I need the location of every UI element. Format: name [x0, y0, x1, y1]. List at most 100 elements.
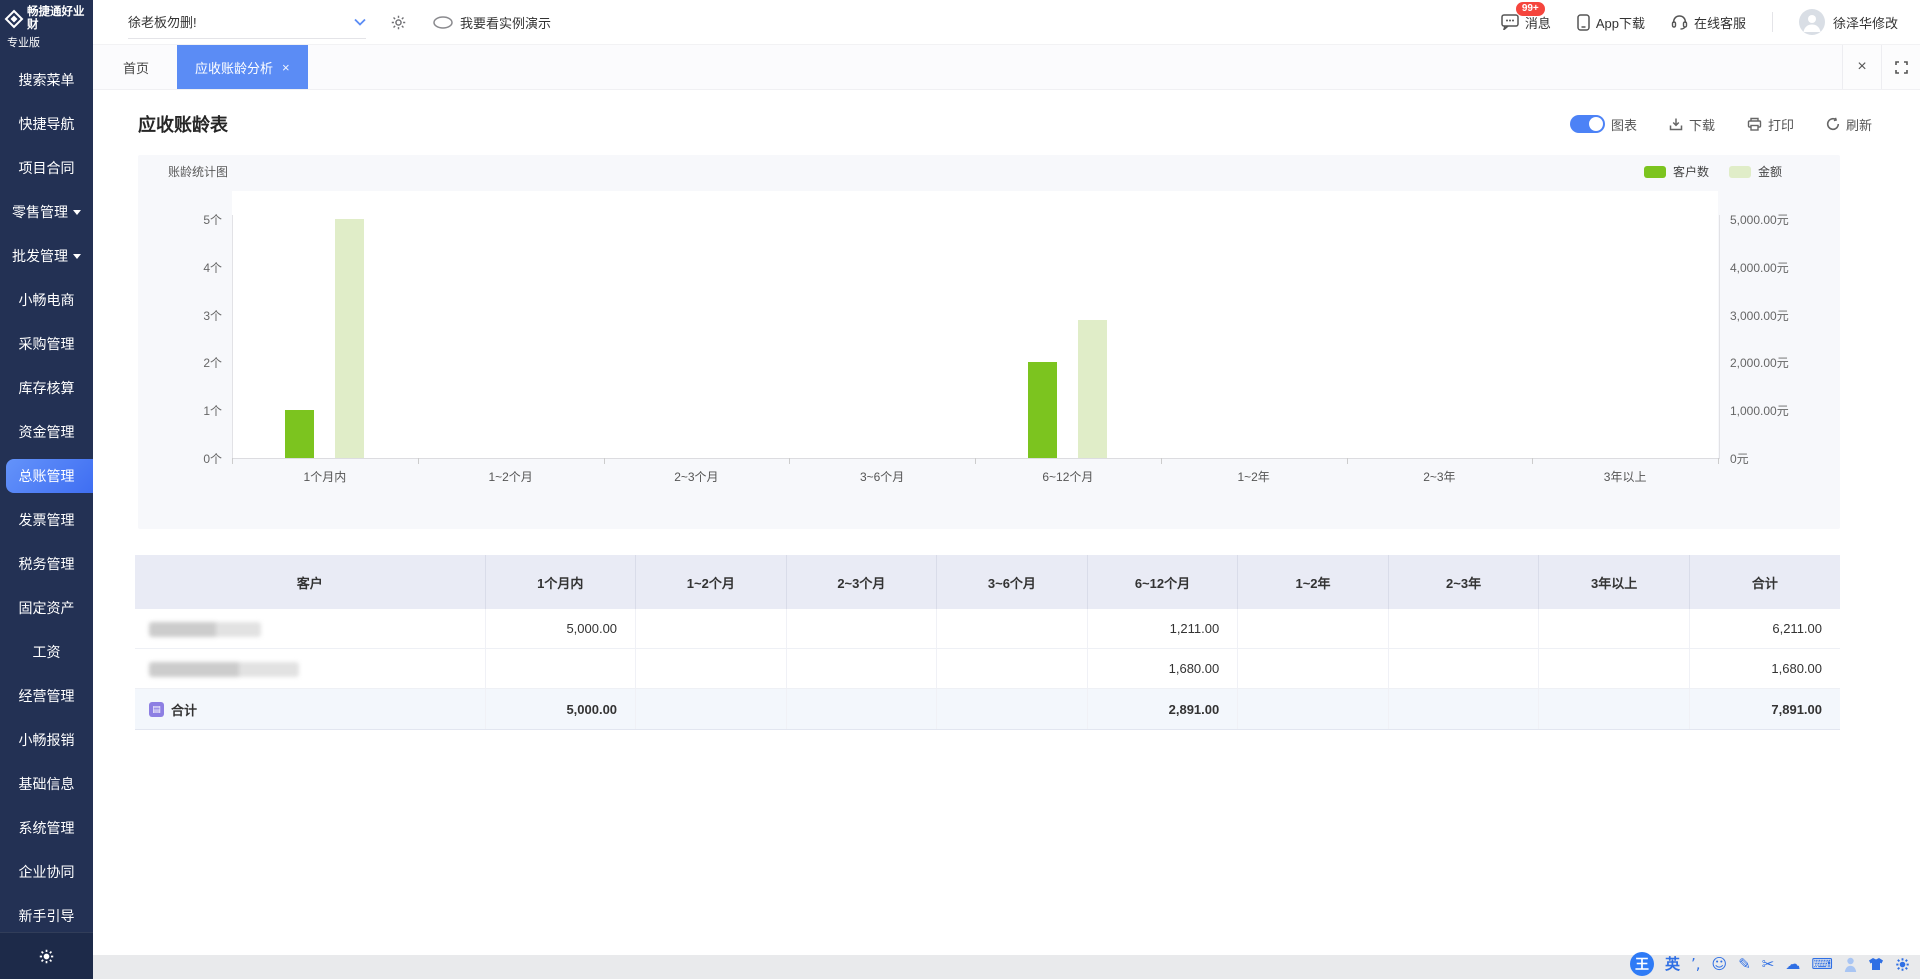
- y-axis-left-tick: 1个: [203, 404, 222, 419]
- ime-language-toggle[interactable]: 英: [1664, 955, 1680, 973]
- ime-toolbar: 王 英 ’, ☺ ✎ ✂ ☁ ⌨: [1629, 952, 1910, 976]
- sidebar-item-label: 快捷导航: [18, 116, 75, 133]
- sidebar-item-基础信息[interactable]: 基础信息: [0, 762, 93, 806]
- sidebar-item-资金管理[interactable]: 资金管理: [0, 410, 93, 454]
- print-button[interactable]: 打印: [1747, 115, 1794, 134]
- ime-settings-gear-icon[interactable]: [1895, 957, 1910, 972]
- ime-logo[interactable]: 王: [1629, 952, 1654, 976]
- sidebar-item-搜索菜单[interactable]: 搜索菜单: [0, 58, 93, 102]
- value-cell: [1538, 609, 1690, 649]
- column-header-3~6个月: 3~6个月: [936, 555, 1088, 609]
- chevron-down-icon: [73, 209, 81, 215]
- organization-selector[interactable]: 徐老板勿删!: [128, 12, 366, 39]
- chart-toggle[interactable]: 图表: [1569, 115, 1637, 134]
- messages-badge: 99+: [1514, 0, 1546, 17]
- y-axis-left-tick: 3个: [203, 308, 222, 323]
- x-axis-category-label: 2~3个月: [674, 470, 719, 484]
- y-axis-right-tick: 2,000.00元: [1730, 356, 1789, 371]
- keyboard-icon[interactable]: ⌨: [1811, 955, 1833, 973]
- settings-gear-icon[interactable]: [38, 948, 55, 965]
- download-button[interactable]: 下载: [1669, 115, 1715, 134]
- online-service-button[interactable]: 在线客服: [1671, 13, 1746, 32]
- chart-toggle-switch[interactable]: [1569, 115, 1605, 133]
- demo-link[interactable]: 我要看实例演示: [433, 13, 551, 32]
- refresh-button[interactable]: 刷新: [1826, 115, 1872, 134]
- sidebar-item-label: 批发管理: [12, 248, 68, 265]
- sidebar-item-经营管理[interactable]: 经营管理: [0, 674, 93, 718]
- legend-item-金额[interactable]: 金额: [1728, 163, 1782, 180]
- table-row: 5,000.00 1,211.00 6,211.00: [135, 609, 1840, 649]
- messages-button[interactable]: 99+ 消息: [1501, 0, 1551, 32]
- x-axis-tick: [1346, 458, 1348, 464]
- total-value-cell: [786, 688, 938, 730]
- ime-punctuation-toggle[interactable]: ’,: [1691, 955, 1701, 973]
- sidebar-item-label: 企业协同: [18, 864, 75, 881]
- pencil-icon[interactable]: ✎: [1738, 955, 1751, 973]
- sidebar-item-快捷导航[interactable]: 快捷导航: [0, 102, 93, 146]
- total-value-cell: 5,000.00: [485, 688, 637, 730]
- fullscreen-button[interactable]: [1881, 45, 1920, 89]
- gear-icon[interactable]: [390, 14, 407, 31]
- user-menu[interactable]: 徐泽华修改: [1798, 9, 1898, 35]
- table-body: 5,000.00 1,211.00 6,211.00 1,680.00 1,680.00…: [135, 609, 1840, 730]
- x-axis-tick: [975, 458, 976, 464]
- sidebar-item-零售管理[interactable]: 零售管理: [0, 190, 93, 234]
- sidebar-item-label: 小畅电商: [18, 292, 75, 309]
- headset-icon: [1671, 14, 1688, 30]
- sidebar-item-批发管理[interactable]: 批发管理: [0, 234, 93, 278]
- sidebar-item-工资[interactable]: 工资: [0, 630, 93, 674]
- table-total-row: ▤ 合计 5,000.00 2,891.00 7,891.00: [135, 688, 1840, 730]
- column-header-1~2个月: 1~2个月: [635, 555, 787, 609]
- value-cell: [1237, 648, 1389, 689]
- emoji-icon[interactable]: ☺: [1711, 955, 1728, 973]
- organization-name: 徐老板勿删!: [128, 15, 197, 30]
- page-title: 应收账龄表: [138, 115, 228, 135]
- chart-plot-background: [232, 191, 1718, 458]
- sidebar-item-项目合同[interactable]: 项目合同: [0, 146, 93, 190]
- total-badge-icon: ▤: [149, 701, 164, 717]
- scissors-icon[interactable]: ✂: [1761, 955, 1775, 973]
- tab-close-icon[interactable]: ×: [282, 59, 290, 75]
- bar-金额-6~12个月: [1078, 319, 1108, 458]
- sidebar-item-发票管理[interactable]: 发票管理: [0, 498, 93, 542]
- bar-客户数-6~12个月: [1028, 362, 1058, 458]
- x-axis-tick: [1532, 458, 1534, 464]
- sidebar-item-税务管理[interactable]: 税务管理: [0, 542, 93, 586]
- brand-area: 畅捷通好业财 专业版: [0, 0, 93, 52]
- total-value-cell: [635, 688, 787, 730]
- value-cell: [786, 609, 938, 649]
- demo-oval-icon: [433, 15, 453, 29]
- refresh-icon: [1826, 117, 1840, 131]
- x-axis-category-label: 1~2个月: [488, 470, 533, 484]
- skin-shirt-icon[interactable]: [1868, 957, 1884, 971]
- x-axis-category-label: 1~2年: [1237, 470, 1270, 484]
- main-content: 应收账龄表 图表 下载 打印: [93, 90, 1920, 955]
- sidebar-item-采购管理[interactable]: 采购管理: [0, 322, 93, 366]
- sidebar-item-企业协同[interactable]: 企业协同: [0, 850, 93, 894]
- aging-table-wrap: 客户 1个月内 1~2个月 2~3个月 3~6个月 6~12个月 1~2年 2~3年 3年以上合…: [135, 555, 1840, 730]
- sidebar-item-库存核算[interactable]: 库存核算: [0, 366, 93, 410]
- brand-logo-icon: [4, 9, 24, 29]
- redacted-customer-name: [149, 621, 261, 637]
- sidebar-item-固定资产[interactable]: 固定资产: [0, 586, 93, 630]
- close-all-tabs-button[interactable]: ×: [1842, 45, 1881, 89]
- app-download-button[interactable]: App下载: [1577, 13, 1645, 32]
- sidebar-item-小畅报销[interactable]: 小畅报销: [0, 718, 93, 762]
- sidebar-item-label: 固定资产: [18, 600, 75, 617]
- cloud-icon[interactable]: ☁: [1785, 955, 1801, 973]
- x-axis-tick: [603, 458, 605, 464]
- y-axis-right-tick: 5,000.00元: [1730, 213, 1789, 227]
- aging-table: 客户 1个月内 1~2个月 2~3个月 3~6个月 6~12个月 1~2年 2~3年 3年以上合…: [135, 555, 1840, 730]
- sidebar-item-小畅电商[interactable]: 小畅电商: [0, 278, 93, 322]
- sidebar-item-新手引导[interactable]: 新手引导: [0, 894, 93, 938]
- legend-item-客户数[interactable]: 客户数: [1643, 163, 1709, 180]
- tab-home[interactable]: 首页: [107, 45, 165, 89]
- sidebar-item-系统管理[interactable]: 系统管理: [0, 806, 93, 850]
- person-icon[interactable]: [1844, 957, 1857, 972]
- sidebar-item-label: 零售管理: [12, 204, 68, 221]
- tab-aging-analysis[interactable]: 应收账龄分析 ×: [177, 45, 308, 89]
- sidebar-item-label: 发票管理: [18, 512, 75, 529]
- sidebar-item-总账管理[interactable]: 总账管理: [0, 454, 93, 498]
- column-header-1个月内: 1个月内: [485, 555, 637, 609]
- sidebar-item-label: 总账管理: [18, 468, 75, 485]
